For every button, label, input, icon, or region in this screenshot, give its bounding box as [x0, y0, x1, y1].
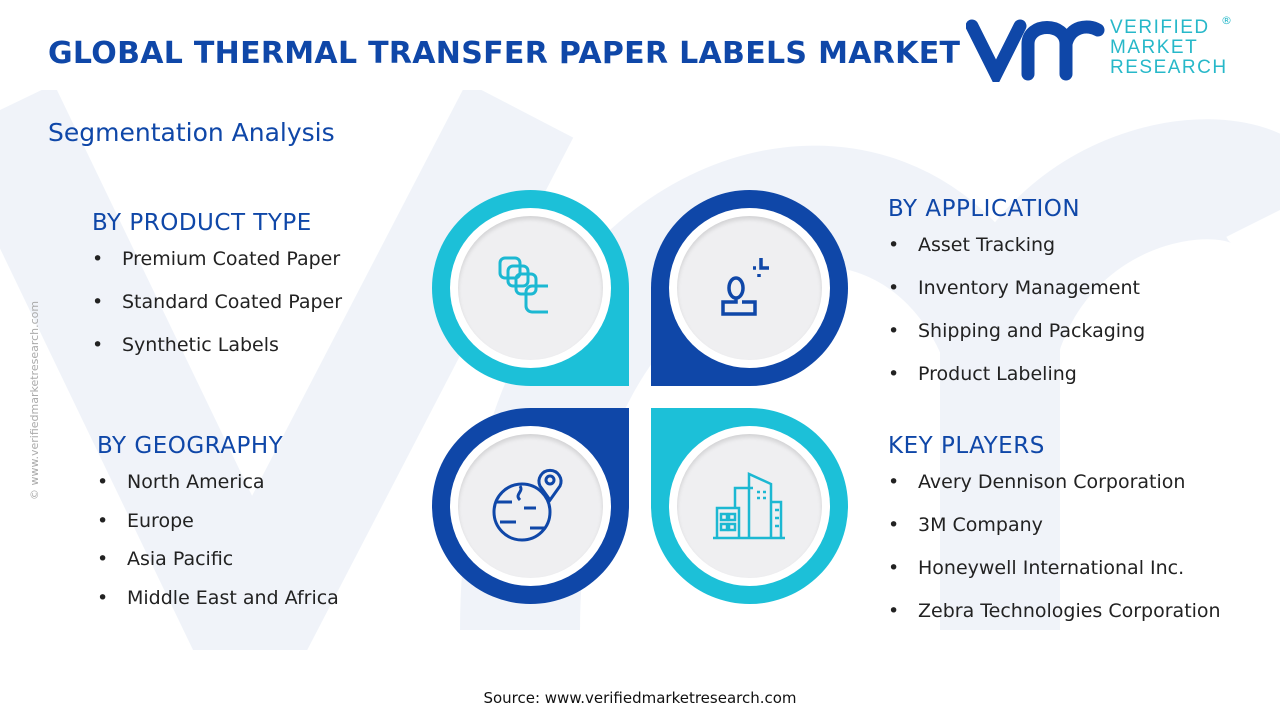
buildings-icon: [713, 472, 785, 540]
list-item: • Asset Tracking: [888, 234, 1056, 256]
globe-pin-icon: [492, 468, 563, 542]
user-target-icon: [721, 258, 769, 316]
page-subtitle: Segmentation Analysis: [48, 118, 335, 147]
section-title: KEY PLAYERS: [888, 433, 1045, 459]
section-product-type: BY PRODUCT TYPE • Premium Coated Paper • S…: [92, 210, 342, 377]
application-quadrant: [651, 190, 848, 386]
list-item: • Avery Dennison Corporation: [888, 471, 1186, 493]
list-item: • Premium Coated Paper: [92, 248, 341, 270]
source-text: Source: www.verifiedmarketresearch.com: [483, 689, 797, 707]
list-item: • Asia Pacific: [97, 548, 234, 570]
list-item: • Europe: [97, 509, 194, 532]
section-application: BY APPLICATION • Asset Tracking • Inventor…: [888, 196, 1145, 406]
product-type-quadrant: [432, 190, 629, 386]
list-item: • North America: [97, 471, 265, 493]
section-title: BY PRODUCT TYPE: [92, 210, 312, 236]
list-item: • Shipping and Packaging: [888, 320, 1146, 342]
list-item: • Synthetic Labels: [92, 334, 279, 356]
list-item: • Honeywell International Inc.: [888, 557, 1185, 579]
registered-mark: ®: [1221, 14, 1232, 27]
list-item: • Product Labeling: [888, 363, 1077, 385]
section-geography: BY GEOGRAPHY • North America • Europe • Asi…: [97, 433, 339, 625]
section-title: BY APPLICATION: [888, 196, 1081, 222]
logo-text: VERIFIED MARKET RESEARCH: [1110, 17, 1228, 78]
page-title: GLOBAL THERMAL TRANSFER PAPER LABELS MAR…: [48, 36, 961, 71]
list-item: • Standard Coated Paper: [92, 291, 343, 313]
geography-quadrant: [432, 408, 629, 604]
section-title: BY GEOGRAPHY: [97, 433, 284, 459]
list-item: • Zebra Technologies Corporation: [888, 600, 1221, 622]
side-watermark-text: © www.verifiedmarketresearch.com: [28, 300, 41, 500]
vmr-logo: [966, 19, 1105, 82]
key-players-quadrant: [651, 408, 848, 604]
section-key-players: KEY PLAYERS • Avery Dennison Corporation …: [888, 433, 1221, 643]
stacked-labels-icon: [498, 256, 548, 314]
list-item: • Middle East and Africa: [97, 586, 339, 609]
list-item: • Inventory Management: [888, 277, 1140, 299]
list-item: • 3M Company: [888, 514, 1043, 536]
